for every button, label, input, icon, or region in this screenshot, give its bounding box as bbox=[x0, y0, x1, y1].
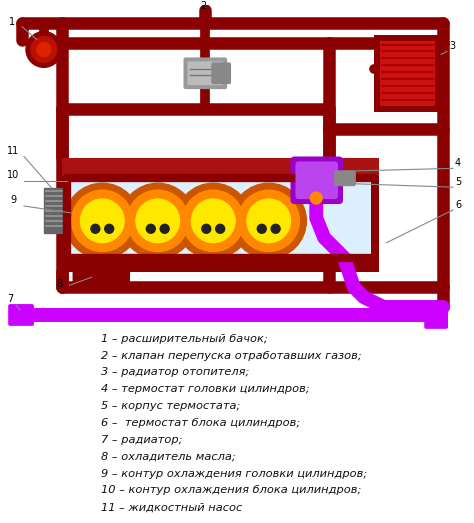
Circle shape bbox=[247, 199, 291, 243]
Text: 11 – жидкостный насос: 11 – жидкостный насос bbox=[101, 502, 243, 512]
Circle shape bbox=[26, 32, 62, 67]
Text: 7: 7 bbox=[7, 294, 13, 304]
Circle shape bbox=[136, 199, 180, 243]
FancyBboxPatch shape bbox=[334, 170, 356, 186]
Text: 2 – клапан перепуска отработавших газов;: 2 – клапан перепуска отработавших газов; bbox=[101, 350, 362, 361]
Text: 8: 8 bbox=[57, 279, 63, 289]
Text: 11: 11 bbox=[7, 145, 19, 155]
Bar bbox=[20, 308, 441, 322]
FancyBboxPatch shape bbox=[424, 306, 448, 329]
Circle shape bbox=[91, 224, 100, 233]
FancyBboxPatch shape bbox=[73, 260, 130, 290]
Circle shape bbox=[81, 199, 124, 243]
Bar bbox=[70, 178, 371, 257]
Circle shape bbox=[146, 224, 155, 233]
FancyBboxPatch shape bbox=[211, 62, 231, 84]
Text: 4: 4 bbox=[455, 158, 461, 168]
Bar bbox=[62, 158, 379, 176]
Text: 10 – контур охлаждения блока цилиндров;: 10 – контур охлаждения блока цилиндров; bbox=[101, 485, 362, 495]
FancyBboxPatch shape bbox=[183, 58, 227, 89]
Circle shape bbox=[160, 224, 169, 233]
Text: 3: 3 bbox=[449, 41, 455, 51]
Text: 8 – охладитель масла;: 8 – охладитель масла; bbox=[101, 452, 236, 462]
Circle shape bbox=[202, 224, 211, 233]
Text: 1 – расширительный бачок;: 1 – расширительный бачок; bbox=[101, 334, 268, 344]
Circle shape bbox=[64, 183, 140, 258]
Text: 5 – корпус термостата;: 5 – корпус термостата; bbox=[101, 401, 241, 411]
Circle shape bbox=[310, 192, 322, 204]
Circle shape bbox=[191, 199, 235, 243]
Circle shape bbox=[31, 37, 57, 62]
FancyBboxPatch shape bbox=[188, 61, 223, 85]
Text: 10: 10 bbox=[7, 170, 19, 180]
Text: 6: 6 bbox=[455, 200, 461, 210]
Text: 1: 1 bbox=[9, 17, 15, 27]
Circle shape bbox=[216, 224, 225, 233]
Text: 5: 5 bbox=[455, 177, 461, 187]
Circle shape bbox=[175, 183, 251, 258]
FancyBboxPatch shape bbox=[295, 162, 338, 199]
Text: 6 –  термостат блока цилиндров;: 6 – термостат блока цилиндров; bbox=[101, 418, 301, 428]
Circle shape bbox=[257, 224, 266, 233]
Text: 4 – термостат головки цилиндров;: 4 – термостат головки цилиндров; bbox=[101, 384, 310, 394]
Bar bbox=[44, 188, 64, 233]
Circle shape bbox=[182, 190, 244, 252]
Bar bbox=[374, 35, 441, 112]
Text: 9: 9 bbox=[10, 195, 16, 205]
Bar bbox=[62, 158, 379, 272]
Circle shape bbox=[127, 190, 189, 252]
Circle shape bbox=[120, 183, 195, 258]
Text: 9 – контур охлаждения головки цилиндров;: 9 – контур охлаждения головки цилиндров; bbox=[101, 469, 367, 479]
Circle shape bbox=[37, 42, 51, 56]
Circle shape bbox=[72, 190, 133, 252]
Bar bbox=[380, 41, 435, 106]
Circle shape bbox=[231, 183, 306, 258]
FancyBboxPatch shape bbox=[8, 304, 34, 326]
Text: 2: 2 bbox=[201, 1, 207, 11]
Circle shape bbox=[271, 224, 280, 233]
FancyBboxPatch shape bbox=[291, 156, 343, 204]
Circle shape bbox=[238, 190, 300, 252]
Text: 3 – радиатор отопителя;: 3 – радиатор отопителя; bbox=[101, 368, 250, 378]
Text: 7 – радиатор;: 7 – радиатор; bbox=[101, 435, 183, 445]
Circle shape bbox=[105, 224, 114, 233]
